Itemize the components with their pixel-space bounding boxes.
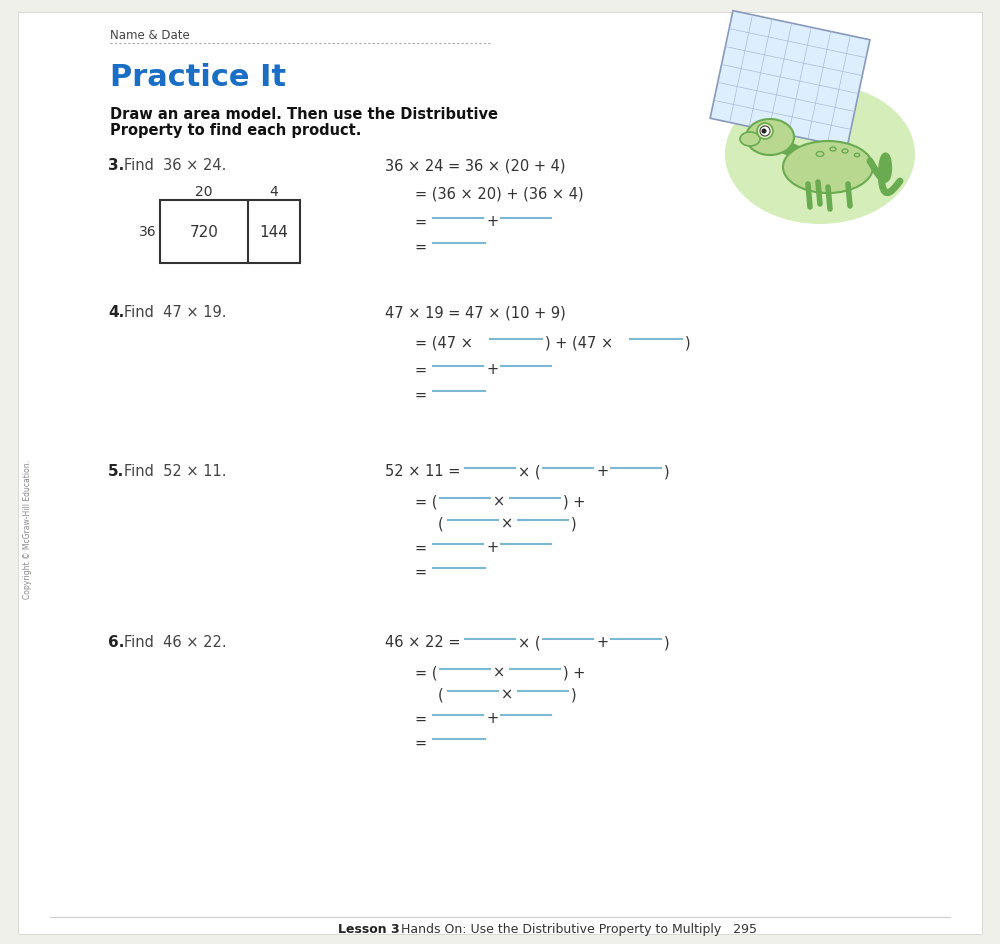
Ellipse shape bbox=[783, 142, 873, 194]
Text: = (: = ( bbox=[415, 494, 438, 509]
Text: Find  47 × 19.: Find 47 × 19. bbox=[124, 305, 226, 320]
Text: ): ) bbox=[664, 464, 670, 479]
Text: 20: 20 bbox=[195, 185, 213, 199]
Text: = (: = ( bbox=[415, 665, 438, 680]
Text: ): ) bbox=[685, 335, 691, 350]
Ellipse shape bbox=[740, 133, 760, 147]
Text: 144: 144 bbox=[260, 225, 288, 240]
Text: Name & Date: Name & Date bbox=[110, 29, 190, 42]
Text: ×: × bbox=[501, 516, 513, 531]
Text: +: + bbox=[596, 634, 608, 649]
Text: (: ( bbox=[438, 516, 444, 531]
Text: Find  46 × 22.: Find 46 × 22. bbox=[124, 634, 227, 649]
Text: Draw an area model. Then use the Distributive: Draw an area model. Then use the Distrib… bbox=[110, 108, 498, 123]
Text: ) +: ) + bbox=[563, 494, 585, 509]
Text: ) +: ) + bbox=[563, 665, 585, 680]
Text: 36 × 24 = 36 × (20 + 4): 36 × 24 = 36 × (20 + 4) bbox=[385, 159, 566, 174]
Text: =: = bbox=[415, 564, 427, 579]
Text: Copyright © McGraw-Hill Education.: Copyright © McGraw-Hill Education. bbox=[23, 460, 33, 598]
Ellipse shape bbox=[746, 120, 794, 156]
Text: +: + bbox=[486, 711, 498, 726]
Text: 4: 4 bbox=[270, 185, 278, 199]
Text: Property to find each product.: Property to find each product. bbox=[110, 124, 361, 139]
Ellipse shape bbox=[816, 152, 824, 158]
Text: +: + bbox=[596, 464, 608, 479]
Ellipse shape bbox=[842, 150, 848, 154]
Text: (: ( bbox=[438, 687, 444, 701]
Circle shape bbox=[757, 124, 773, 140]
Text: =: = bbox=[415, 540, 427, 555]
Text: 3.: 3. bbox=[108, 159, 124, 174]
Text: 36: 36 bbox=[139, 226, 157, 239]
Ellipse shape bbox=[830, 148, 836, 152]
Text: 5.: 5. bbox=[108, 464, 124, 479]
Text: 47 × 19 = 47 × (10 + 9): 47 × 19 = 47 × (10 + 9) bbox=[385, 305, 566, 320]
Text: Practice It: Practice It bbox=[110, 63, 286, 93]
Circle shape bbox=[760, 126, 770, 137]
Text: =: = bbox=[415, 711, 427, 726]
Text: ×: × bbox=[493, 665, 505, 680]
Text: × (: × ( bbox=[518, 464, 541, 479]
Text: Find  52 × 11.: Find 52 × 11. bbox=[124, 464, 226, 479]
Circle shape bbox=[762, 129, 767, 134]
Text: Find  36 × 24.: Find 36 × 24. bbox=[124, 159, 226, 174]
Text: +: + bbox=[486, 540, 498, 555]
Text: =: = bbox=[415, 214, 427, 229]
Ellipse shape bbox=[854, 154, 860, 158]
Text: 6.: 6. bbox=[108, 634, 124, 649]
Ellipse shape bbox=[725, 85, 915, 225]
Text: +: + bbox=[486, 362, 498, 377]
Text: = (36 × 20) + (36 × 4): = (36 × 20) + (36 × 4) bbox=[415, 186, 584, 201]
Text: × (: × ( bbox=[518, 634, 541, 649]
Text: ): ) bbox=[571, 516, 577, 531]
Text: +: + bbox=[486, 214, 498, 229]
Text: ): ) bbox=[664, 634, 670, 649]
Text: =: = bbox=[415, 387, 427, 402]
Text: Lesson 3: Lesson 3 bbox=[338, 922, 400, 936]
Text: =: = bbox=[415, 362, 427, 377]
Text: 52 × 11 =: 52 × 11 = bbox=[385, 464, 460, 479]
Text: = (47 ×: = (47 × bbox=[415, 335, 473, 350]
Text: ×: × bbox=[501, 687, 513, 701]
Text: ) + (47 ×: ) + (47 × bbox=[545, 335, 613, 350]
Text: 4.: 4. bbox=[108, 305, 124, 320]
Text: 46 × 22 =: 46 × 22 = bbox=[385, 634, 460, 649]
Bar bbox=[160, 201, 300, 263]
Text: ×: × bbox=[493, 494, 505, 509]
Text: ): ) bbox=[571, 687, 577, 701]
Text: =: = bbox=[415, 239, 427, 254]
Polygon shape bbox=[710, 11, 870, 148]
Text: Hands On: Use the Distributive Property to Multiply   295: Hands On: Use the Distributive Property … bbox=[393, 922, 757, 936]
Text: =: = bbox=[415, 734, 427, 750]
Text: 720: 720 bbox=[190, 225, 218, 240]
